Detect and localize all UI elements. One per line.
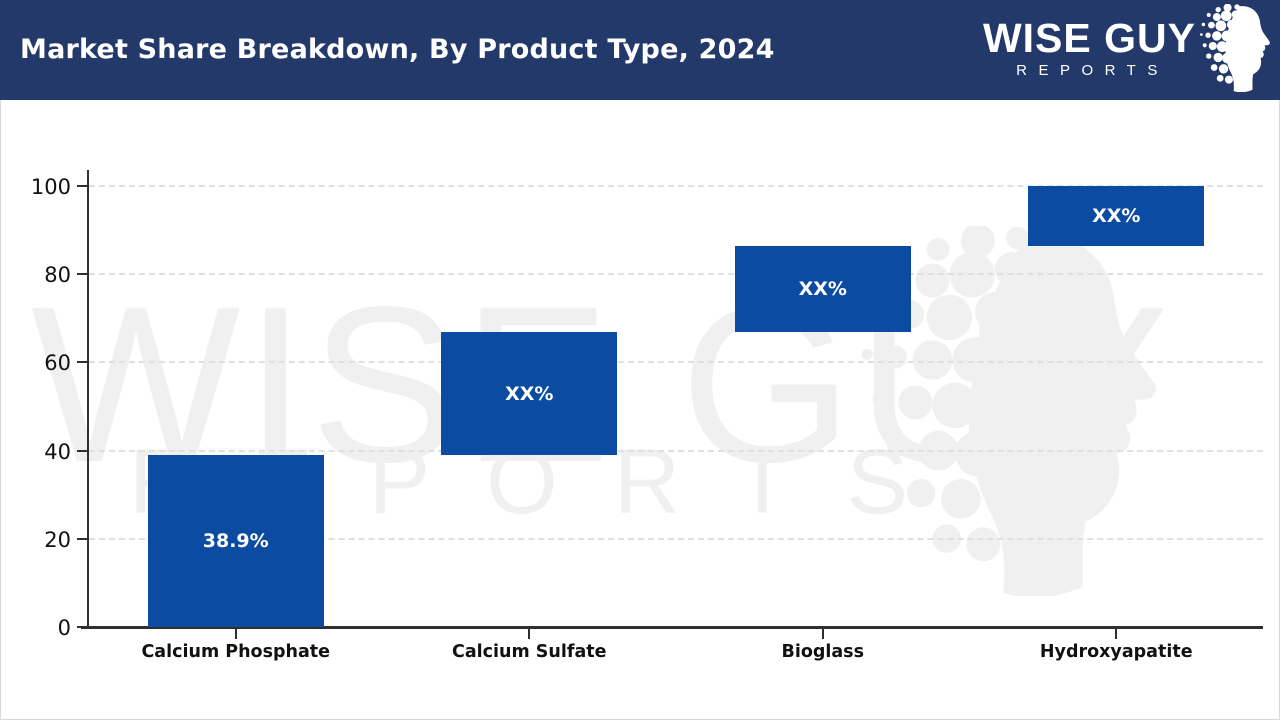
logo-subtitle: REPORTS (1016, 61, 1169, 79)
x-axis (81, 626, 1263, 629)
bar: 38.9% (147, 455, 324, 627)
x-axis-label: Hydroxyapatite (1039, 642, 1193, 662)
y-tick-mark (77, 537, 87, 540)
bar-value-label: XX% (798, 277, 847, 300)
y-tick-label: 20 (44, 527, 71, 552)
gridline (89, 361, 1263, 364)
bar: XX% (734, 246, 911, 332)
plot-area: 0 20 40 60 80 100 38.9% Calcium Phosphate XX% Cal… (31, 170, 1263, 662)
gridline (89, 537, 1263, 540)
x-tick-mark (1115, 629, 1118, 639)
y-tick-mark (77, 273, 87, 276)
x-axis-label: Bioglass (781, 642, 865, 662)
logo-text: WISE GUY REPORTS (982, 15, 1196, 79)
chart-title: Market Share Breakdown, By Product Type,… (20, 34, 775, 65)
y-tick-mark (77, 626, 87, 628)
y-tick-mark (77, 185, 87, 187)
x-axis-label: Calcium Sulfate (451, 642, 607, 662)
y-axis (87, 170, 89, 629)
bar-value-label: 38.9% (202, 530, 269, 553)
x-axis-label: Calcium Phosphate (141, 642, 331, 662)
bar: XX% (441, 331, 618, 456)
x-tick-mark (528, 629, 531, 639)
bar: XX% (1028, 186, 1205, 246)
y-tick-label: 0 (57, 616, 71, 640)
logo-wordmark: WISE GUY (982, 15, 1196, 62)
logo-head-icon (1198, 4, 1272, 92)
gridline (89, 449, 1263, 452)
chart-area: WISE GUY REPORTS 0 20 40 60 80 100 38.9% Calciu… (0, 100, 1280, 720)
x-tick-mark (234, 629, 237, 639)
y-tick-mark (77, 361, 87, 364)
gridline (89, 273, 1263, 276)
bar-value-label: XX% (1092, 205, 1141, 227)
gridline (89, 185, 1263, 187)
y-tick-mark (77, 449, 87, 452)
bar-value-label: XX% (505, 382, 554, 405)
y-tick-label: 80 (44, 263, 71, 288)
x-tick-mark (821, 629, 824, 639)
header: Market Share Breakdown, By Product Type,… (0, 0, 1280, 100)
y-tick-label: 60 (44, 351, 71, 376)
y-tick-label: 40 (44, 439, 71, 464)
y-tick-label: 100 (30, 175, 71, 199)
logo: WISE GUY REPORTS (983, 4, 1272, 92)
